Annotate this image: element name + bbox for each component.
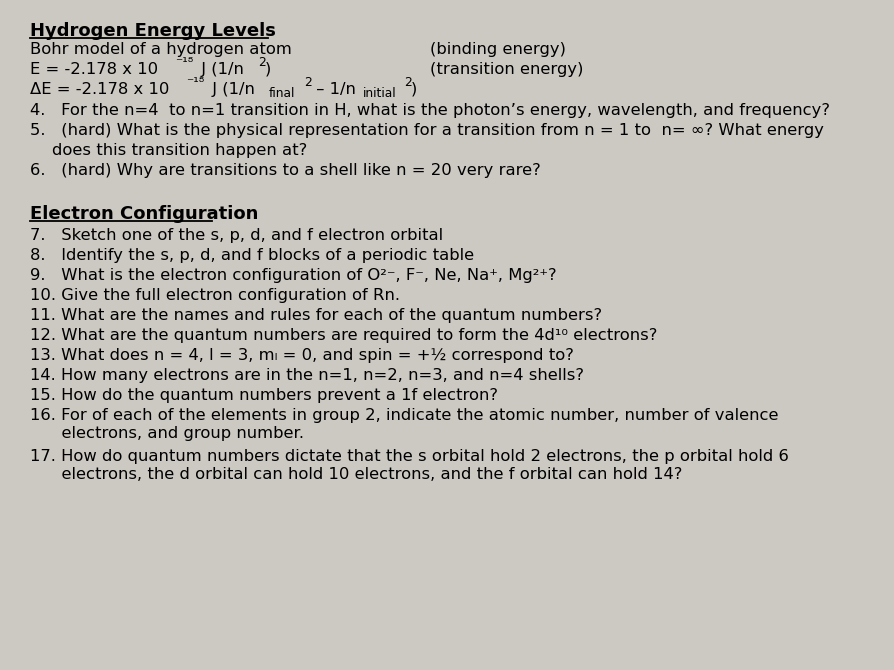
Text: Bohr model of a hydrogen atom: Bohr model of a hydrogen atom [30, 42, 291, 57]
Text: 7.   Sketch one of the s, p, d, and f electron orbital: 7. Sketch one of the s, p, d, and f elec… [30, 228, 443, 243]
Text: (binding energy): (binding energy) [429, 42, 565, 57]
Text: does this transition happen at?: does this transition happen at? [52, 143, 307, 158]
Text: 15. How do the quantum numbers prevent a 1f electron?: 15. How do the quantum numbers prevent a… [30, 388, 497, 403]
Text: 2: 2 [257, 56, 266, 69]
Text: 14. How many electrons are in the n=1, n=2, n=3, and n=4 shells?: 14. How many electrons are in the n=1, n… [30, 368, 584, 383]
Text: 5.   (hard) What is the physical representation for a transition from n = 1 to  : 5. (hard) What is the physical represent… [30, 123, 823, 138]
Text: ): ) [265, 62, 271, 77]
Text: ): ) [410, 82, 417, 97]
Text: 17. How do quantum numbers dictate that the s orbital hold 2 electrons, the p or: 17. How do quantum numbers dictate that … [30, 449, 788, 464]
Text: J (1/n: J (1/n [196, 62, 243, 77]
Text: Electron Configuration: Electron Configuration [30, 205, 258, 223]
Text: Hydrogen Energy Levels: Hydrogen Energy Levels [30, 22, 275, 40]
Text: J (1/n: J (1/n [207, 82, 255, 97]
Text: 2: 2 [403, 76, 411, 89]
Text: electrons, the d orbital can hold 10 electrons, and the f orbital can hold 14?: electrons, the d orbital can hold 10 ele… [30, 467, 681, 482]
Text: electrons, and group number.: electrons, and group number. [30, 426, 304, 441]
Text: (transition energy): (transition energy) [429, 62, 583, 77]
Text: 16. For of each of the elements in group 2, indicate the atomic number, number o: 16. For of each of the elements in group… [30, 408, 778, 423]
Text: final: final [269, 87, 295, 100]
Text: 2: 2 [304, 76, 311, 89]
Text: 11. What are the names and rules for each of the quantum numbers?: 11. What are the names and rules for eac… [30, 308, 602, 323]
Text: E = -2.178 x 10: E = -2.178 x 10 [30, 62, 158, 77]
Text: 8.   Identify the s, p, d, and f blocks of a periodic table: 8. Identify the s, p, d, and f blocks of… [30, 248, 474, 263]
Text: 10. Give the full electron configuration of Rn.: 10. Give the full electron configuration… [30, 288, 400, 303]
Text: 13. What does n = 4, l = 3, mₗ = 0, and spin = +½ correspond to?: 13. What does n = 4, l = 3, mₗ = 0, and … [30, 348, 573, 363]
Text: 12. What are the quantum numbers are required to form the 4d¹⁰ electrons?: 12. What are the quantum numbers are req… [30, 328, 656, 343]
Text: initial: initial [363, 87, 396, 100]
Text: ΔE = -2.178 x 10: ΔE = -2.178 x 10 [30, 82, 169, 97]
Text: – 1/n: – 1/n [310, 82, 356, 97]
Text: ⁻¹⁸: ⁻¹⁸ [175, 56, 193, 70]
Text: 4.   For the n=4  to n=1 transition in H, what is the photon’s energy, wavelengt: 4. For the n=4 to n=1 transition in H, w… [30, 103, 829, 118]
Text: 9.   What is the electron configuration of O²⁻, F⁻, Ne, Na⁺, Mg²⁺?: 9. What is the electron configuration of… [30, 268, 556, 283]
Text: 6.   (hard) Why are transitions to a shell like n = 20 very rare?: 6. (hard) Why are transitions to a shell… [30, 163, 540, 178]
Text: ⁻¹⁸: ⁻¹⁸ [186, 76, 204, 90]
